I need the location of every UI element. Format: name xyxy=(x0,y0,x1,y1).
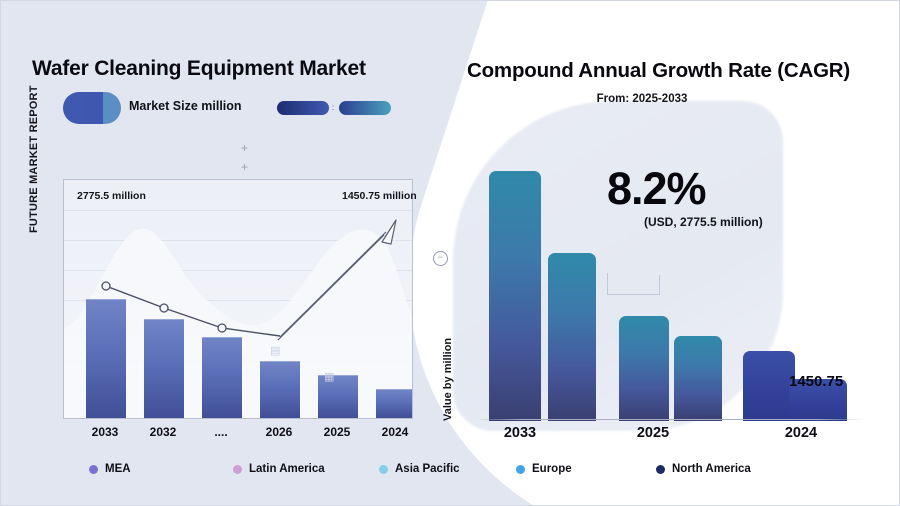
plus-marker-one: + xyxy=(241,141,249,155)
legend-item-mea[interactable]: MEA xyxy=(89,463,131,475)
right-chart-baseline xyxy=(475,419,865,420)
bar-2026 xyxy=(260,361,300,418)
legend-item-europe[interactable]: Europe xyxy=(516,463,572,475)
cagr-period-label: From: 2025-2033 xyxy=(596,93,688,105)
legend-dot-asia-pacific xyxy=(379,464,388,474)
legend-label-mea: MEA xyxy=(105,463,131,475)
right-bar-2033-secondary xyxy=(548,253,596,421)
right-bar-2024-secondary xyxy=(789,379,847,421)
legend-dot-mea xyxy=(89,464,98,474)
legend-label-asia-pacific: Asia Pacific xyxy=(395,463,460,475)
legend-pill-primary xyxy=(277,101,329,115)
ghost-icon-two: ▦ xyxy=(324,371,335,383)
trend-line xyxy=(101,281,281,337)
right-x-label-2025: 2025 xyxy=(636,425,670,441)
bar-2033 xyxy=(86,299,126,418)
bar-2032 xyxy=(144,319,184,418)
legend-dot-latin-america xyxy=(233,464,242,474)
legend-pill-group: : xyxy=(277,101,397,117)
bar-ellipsis xyxy=(202,337,242,418)
right-bar-2025-secondary xyxy=(674,336,722,421)
bar-2024 xyxy=(376,389,412,418)
legend-pill-separator: : xyxy=(332,103,335,112)
cagr-currency-note: (USD, 2775.5 million) xyxy=(644,215,763,229)
left-chart-plot-area: ▤ ▦ xyxy=(63,179,413,419)
brand-logo-icon xyxy=(63,92,121,124)
left-chart-x-axis: 2033 2032 .... 2026 2025 2024 xyxy=(63,425,413,445)
ghost-icon-one: ▤ xyxy=(270,345,281,357)
x-label-2032: 2032 xyxy=(149,425,177,439)
x-label-gap: .... xyxy=(214,425,228,439)
bracket-accent-line xyxy=(607,273,660,295)
brand-legend-row: Market Size million : xyxy=(63,89,393,127)
growth-arrow-icon xyxy=(277,219,397,341)
legend-item-asia-pacific[interactable]: Asia Pacific xyxy=(379,463,460,475)
x-label-2025: 2025 xyxy=(323,425,351,439)
axis-label-future-market-report: FUTURE MARKET REPORT xyxy=(28,85,40,233)
legend-item-north-america[interactable]: North America xyxy=(656,463,751,475)
right-chart-data-label: 1450.75 xyxy=(789,373,844,390)
cagr-value: 8.2% xyxy=(607,163,707,214)
legend-dot-north-america xyxy=(656,464,665,474)
right-chart-plot-area xyxy=(471,151,871,421)
x-label-2033: 2033 xyxy=(91,425,119,439)
axis-label-value-by-million: Value by million xyxy=(442,337,454,421)
legend: MEA Latin America Asia Pacific Europe No… xyxy=(1,463,899,489)
right-bar-2025-primary xyxy=(619,316,669,421)
x-label-2024: 2024 xyxy=(381,425,409,439)
legend-label-north-america: North America xyxy=(672,463,751,475)
bar-2025 xyxy=(318,375,358,418)
right-bar-2024-primary xyxy=(743,351,795,421)
market-size-legend-label: Market Size million xyxy=(129,99,242,113)
page-title: Wafer Cleaning Equipment Market xyxy=(32,57,366,80)
cagr-title: Compound Annual Growth Rate (CAGR) xyxy=(467,59,851,82)
left-chart-annotation-end: 1450.75 million xyxy=(342,190,417,202)
legend-label-latin-america: Latin America xyxy=(249,463,325,475)
legend-pill-secondary xyxy=(339,101,391,115)
right-x-label-2024: 2024 xyxy=(784,425,818,441)
x-label-2026: 2026 xyxy=(265,425,293,439)
legend-dot-europe xyxy=(516,464,525,474)
legend-item-latin-america[interactable]: Latin America xyxy=(233,463,325,475)
left-chart-annotation-start: 2775.5 million xyxy=(77,190,146,202)
plus-marker-two: + xyxy=(241,160,249,174)
legend-label-europe: Europe xyxy=(532,463,572,475)
right-bar-2033-primary xyxy=(489,171,541,421)
right-x-label-2033: 2033 xyxy=(503,425,537,441)
minus-circle-icon: − xyxy=(433,251,448,266)
